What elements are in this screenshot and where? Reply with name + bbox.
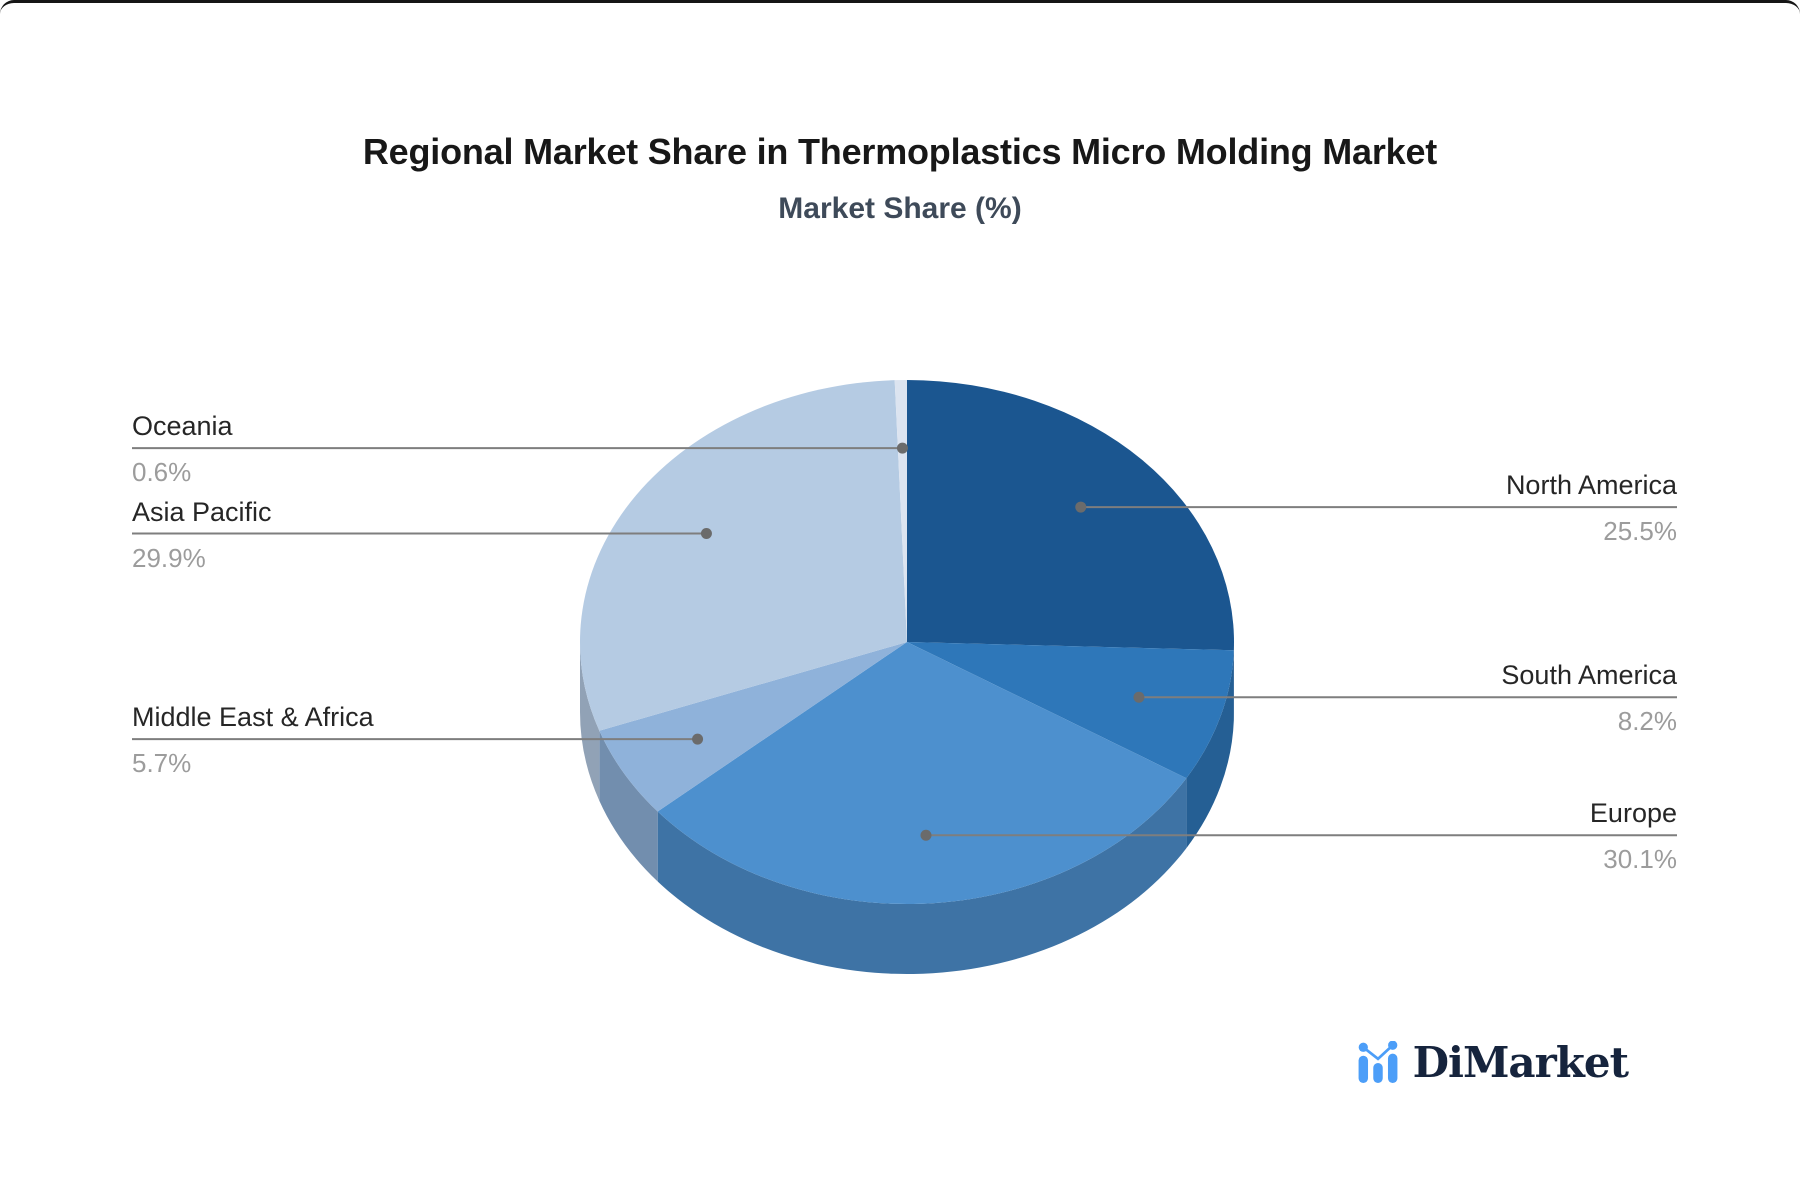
leader-dot-north-america <box>1075 501 1087 513</box>
leader-dot-middle-east-africa <box>692 733 704 745</box>
pie-slice-europe[interactable] <box>657 642 1187 905</box>
callout-label-middle-east-africa: Middle East & Africa <box>132 702 374 733</box>
callout-label-oceania: Oceania <box>132 411 233 442</box>
callout-label-asia-pacific: Asia Pacific <box>132 496 272 527</box>
callout-value-south-america: 8.2% <box>1617 706 1677 737</box>
pie-slice-north-america[interactable] <box>907 380 1234 651</box>
callout-value-asia-pacific: 29.9% <box>132 542 206 573</box>
logo-text: DiMarket <box>1412 1038 1629 1087</box>
leader-dot-asia-pacific <box>700 528 712 540</box>
callout-value-north-america: 25.5% <box>1603 516 1677 547</box>
logo-dot <box>1358 1042 1368 1052</box>
pie-slice-side-middle-east-africa <box>599 730 658 882</box>
logo-trend-line <box>1362 1044 1394 1061</box>
pie-slice-middle-east-africa[interactable] <box>599 642 907 812</box>
leader-dot-oceania <box>896 442 908 454</box>
pie-chart-svg <box>132 380 1677 975</box>
leader-dot-south-america <box>1133 691 1145 703</box>
callout-label-south-america: South America <box>1501 660 1677 691</box>
pie-slice-side-asia-pacific <box>580 642 600 801</box>
callout-label-europe: Europe <box>1589 798 1677 829</box>
chart-subtitle: Market Share (%) <box>778 192 1022 225</box>
pie-slice-south-america[interactable] <box>907 642 1234 779</box>
bar-chart-trend-icon <box>1358 1041 1397 1083</box>
chart-title: Regional Market Share in Thermoplastics … <box>362 131 1438 172</box>
logo-bar <box>1358 1055 1368 1083</box>
leader-dot-europe <box>920 829 932 841</box>
callout-label-north-america: North America <box>1505 470 1677 501</box>
dimarket-logo: DiMarket <box>1354 1038 1629 1087</box>
callout-value-europe: 30.1% <box>1603 844 1677 875</box>
pie-slice-side-south-america <box>1186 650 1234 849</box>
logo-bar <box>1372 1063 1383 1083</box>
pie-slice-asia-pacific[interactable] <box>580 380 907 731</box>
callout-value-middle-east-africa: 5.7% <box>132 748 192 779</box>
callout-value-oceania: 0.6% <box>132 457 192 488</box>
pie-slice-side-europe <box>657 778 1187 975</box>
logo-dot <box>1387 1041 1397 1050</box>
logo-bar <box>1387 1053 1397 1083</box>
